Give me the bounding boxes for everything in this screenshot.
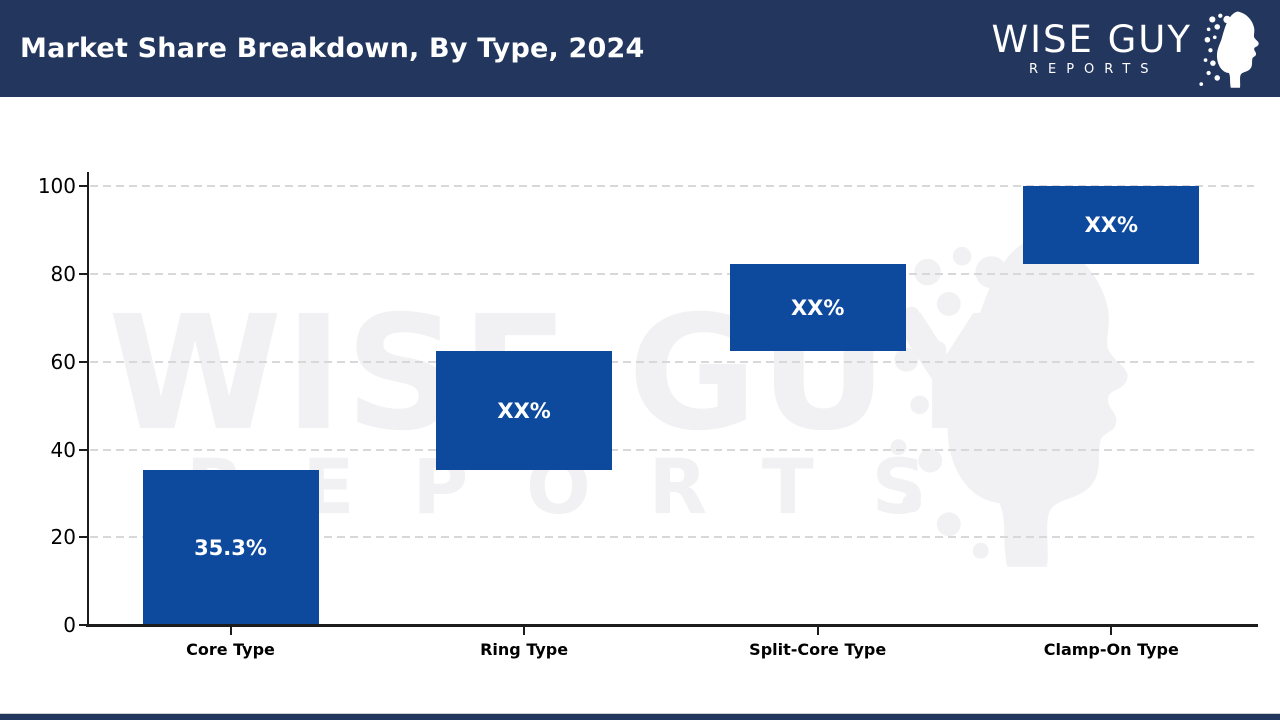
bar-clamp-on-type: XX% [1023, 186, 1200, 265]
bar-ring-type: XX% [436, 351, 613, 471]
wise-guy-logo: WISE GUY REPORTS [992, 6, 1268, 92]
x-category-label: Split-Core Type [749, 640, 887, 659]
gridline [90, 536, 1254, 539]
bar-value-label: 35.3% [194, 535, 267, 560]
bar-value-label: XX% [790, 295, 845, 320]
y-tick-mark [79, 448, 87, 451]
x-tick-mark [816, 627, 819, 635]
logo-sub-text: REPORTS [1028, 61, 1159, 77]
header-bar: Market Share Breakdown, By Type, 2024 WI… [0, 0, 1280, 97]
y-tick-mark [79, 185, 87, 188]
chart-area: WISE GUY REPORTS 0 20 40 60 80 100 35.3% Core T… [0, 97, 1280, 714]
y-tick-label: 40 [50, 437, 76, 462]
gridline [90, 273, 1254, 276]
y-tick-mark [79, 360, 87, 363]
x-tick-mark [229, 627, 232, 635]
y-axis-line [87, 172, 89, 627]
logo-text: WISE GUY REPORTS [991, 18, 1192, 77]
gridline [90, 448, 1254, 451]
x-axis-line [86, 624, 1258, 627]
bar-core-type: 35.3% [142, 470, 319, 625]
x-tick-mark [523, 627, 526, 635]
y-tick-label: 60 [50, 349, 76, 374]
y-tick-mark [79, 273, 87, 276]
logo-head-icon [1199, 11, 1259, 88]
bar-value-label: XX% [497, 398, 551, 423]
gridline [90, 360, 1254, 363]
x-category-label: Core Type [186, 640, 275, 659]
x-category-label: Clamp-On Type [1043, 640, 1179, 659]
y-tick-label: 0 [63, 613, 76, 637]
y-tick-label: 20 [50, 525, 76, 550]
watermark-head-icon [890, 237, 1128, 567]
gridline [90, 185, 1254, 188]
bar-split-core-type: XX% [729, 264, 906, 352]
x-category-label: Ring Type [480, 640, 569, 659]
y-tick-mark [79, 624, 87, 626]
footer-bar [0, 713, 1280, 720]
bar-value-label: XX% [1084, 213, 1139, 238]
y-tick-label: 100 [37, 174, 76, 199]
page-title: Market Share Breakdown, By Type, 2024 [20, 33, 645, 64]
y-tick-label: 80 [50, 262, 76, 287]
x-tick-mark [1110, 627, 1113, 635]
y-tick-mark [79, 536, 87, 539]
logo-main-text: WISE GUY [991, 18, 1192, 62]
